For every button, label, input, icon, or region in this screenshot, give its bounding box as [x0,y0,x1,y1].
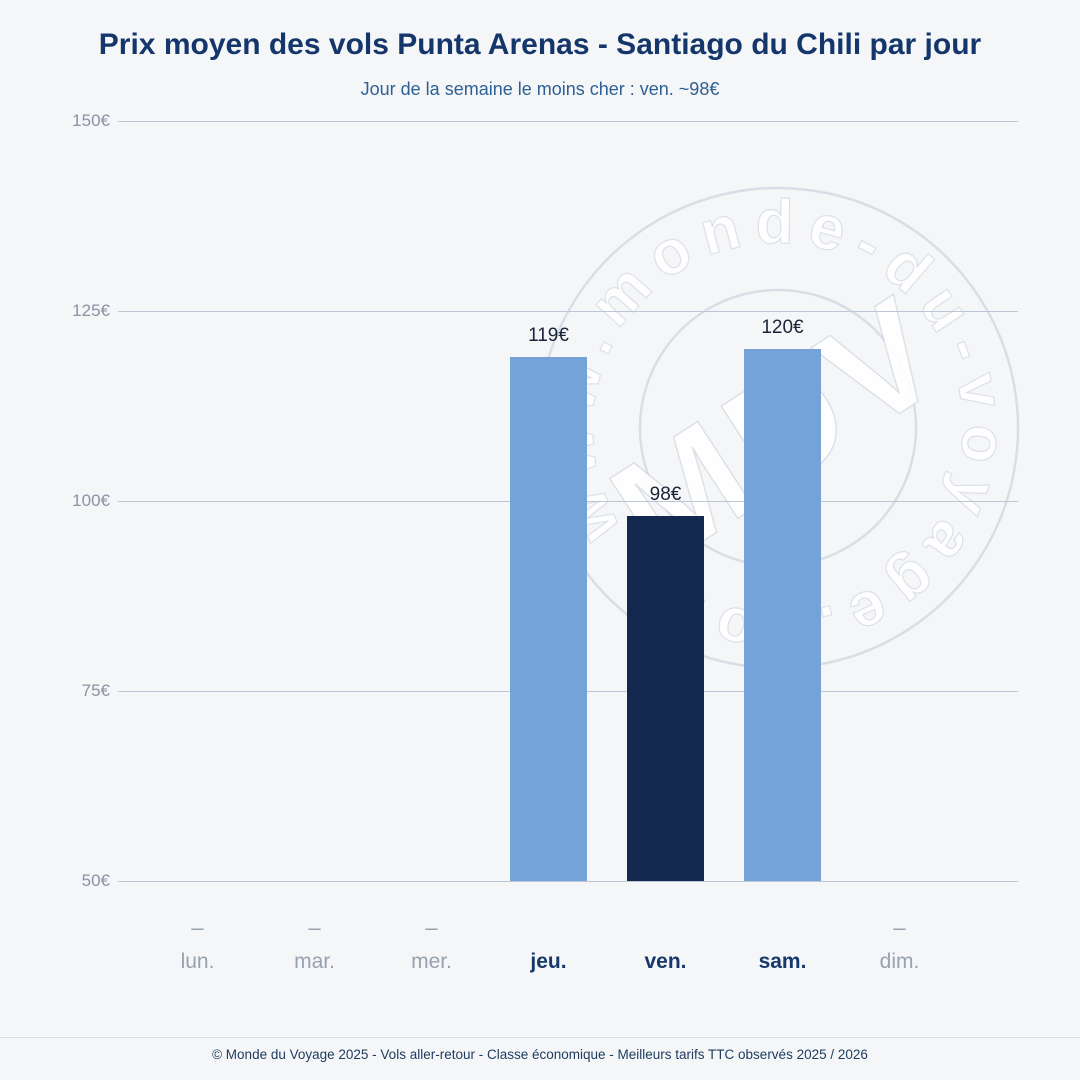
x-axis-label-lun: lun. [180,950,215,973]
bar-value-label: 98€ [649,484,682,506]
bar-sam [744,349,821,881]
bar-jeu [510,356,587,881]
chart-subtitle: Jour de la semaine le moins cher : ven. … [360,79,720,99]
gridline [118,881,1018,882]
gridline [118,121,1018,122]
bar-value-label: 119€ [528,324,569,346]
y-axis-label: 125€ [72,301,110,320]
footer-text: © Monde du Voyage 2025 - Vols aller-reto… [212,1047,868,1062]
chart-title: Prix moyen des vols Punta Arenas - Santi… [98,28,982,61]
x-axis-label-ven: ven. [644,950,687,973]
bar-ven [627,516,704,881]
y-axis-label: 150€ [72,111,110,130]
bar-value-label: 120€ [761,317,804,338]
x-axis-label-jeu: jeu. [530,950,567,973]
x-axis-label-dim: dim. [879,950,920,973]
x-axis-label-mer: mer. [411,950,452,973]
x-axis-label-sam: sam. [758,950,807,973]
x-axis-label-mar: mar. [294,950,335,973]
y-axis-label: 75€ [81,681,110,700]
y-axis-label: 50€ [81,871,110,890]
no-data-marker: – [893,915,906,940]
y-axis-label: 100€ [72,491,110,510]
no-data-marker: – [308,915,321,940]
footer-divider [0,1037,1080,1038]
no-data-marker: – [425,915,438,940]
gridline [118,311,1018,312]
no-data-marker: – [191,915,204,940]
